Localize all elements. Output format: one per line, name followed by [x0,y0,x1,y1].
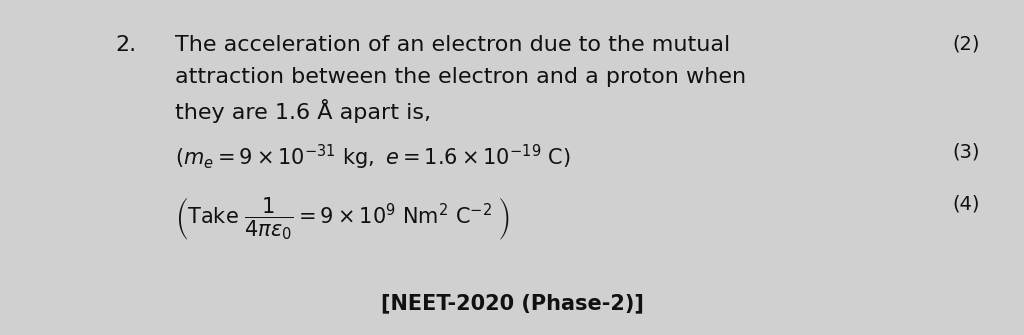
Text: attraction between the electron and a proton when: attraction between the electron and a pr… [175,67,746,87]
Text: $(m_e = 9\times10^{-31}\ \mathrm{kg},\ e = 1.6\times10^{-19}\ \mathrm{C})$: $(m_e = 9\times10^{-31}\ \mathrm{kg},\ e… [175,143,570,172]
Text: The acceleration of an electron due to the mutual: The acceleration of an electron due to t… [175,35,730,55]
Text: $\left(\mathrm{Take}\ \dfrac{1}{4\pi\varepsilon_0} = 9\times10^{9}\ \mathrm{Nm}^: $\left(\mathrm{Take}\ \dfrac{1}{4\pi\var… [175,195,510,242]
Text: (2): (2) [952,35,980,54]
Text: (4): (4) [952,195,980,214]
Text: they are 1.6 Å apart is,: they are 1.6 Å apart is, [175,99,431,123]
Text: (3): (3) [952,143,980,162]
Text: [NEET-2020 (Phase-2)]: [NEET-2020 (Phase-2)] [381,293,643,313]
Text: 2.: 2. [115,35,136,55]
